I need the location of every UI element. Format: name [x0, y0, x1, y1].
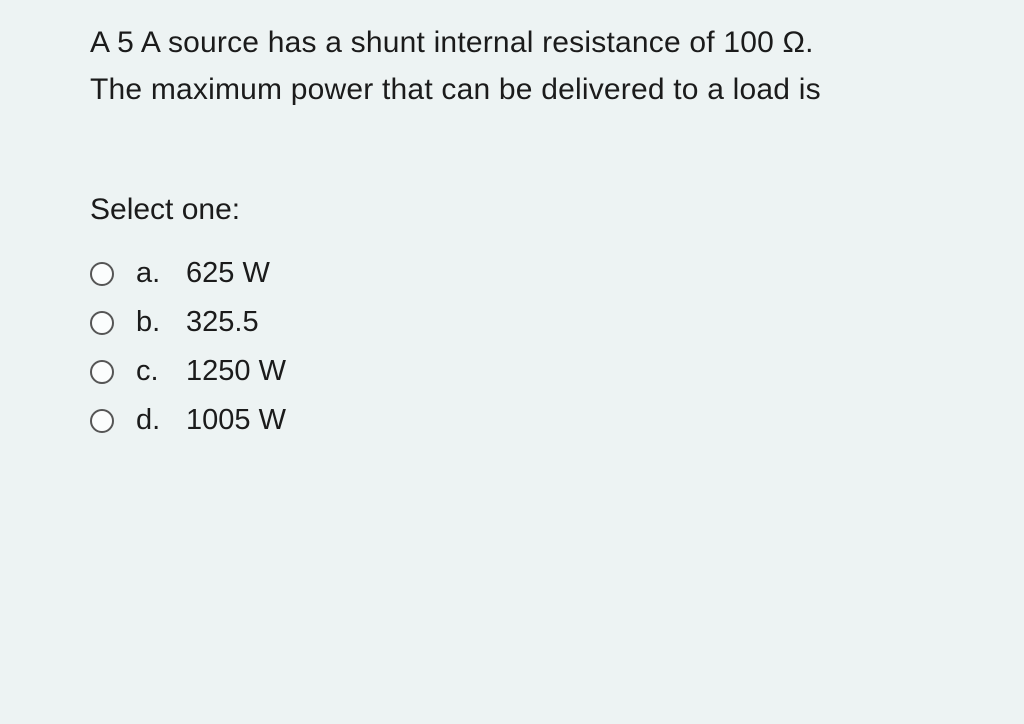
option-letter: a.: [136, 257, 176, 290]
option-letter: b.: [136, 306, 176, 339]
radio-icon: [90, 262, 114, 286]
option-a-row[interactable]: a. 625 W: [90, 257, 974, 290]
options-group: a. 625 W b. 325.5 c. 1250 W d. 1005 W: [90, 241, 974, 437]
option-b-row[interactable]: b. 325.5: [90, 306, 974, 339]
question-text: A 5 A source has a shunt internal resist…: [90, 20, 860, 113]
option-label: 625 W: [186, 257, 270, 290]
option-d-row[interactable]: d. 1005 W: [90, 404, 974, 437]
quiz-question-container: A 5 A source has a shunt internal resist…: [0, 0, 1024, 724]
radio-icon: [90, 409, 114, 433]
option-letter: c.: [136, 355, 176, 388]
option-label: 325.5: [186, 306, 259, 339]
option-label: 1005 W: [186, 404, 286, 437]
option-c-row[interactable]: c. 1250 W: [90, 355, 974, 388]
option-label: 1250 W: [186, 355, 286, 388]
radio-icon: [90, 360, 114, 384]
radio-icon: [90, 311, 114, 335]
option-letter: d.: [136, 404, 176, 437]
select-one-prompt: Select one:: [90, 193, 974, 227]
